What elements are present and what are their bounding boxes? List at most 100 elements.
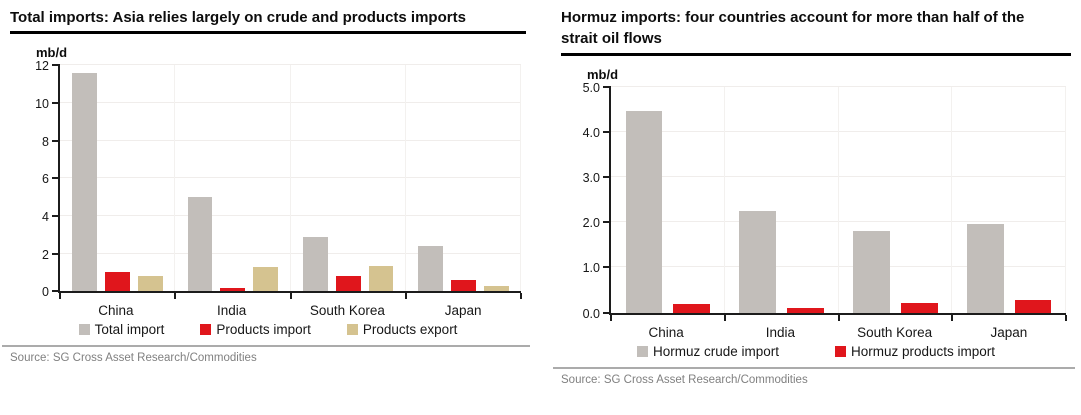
x-axis-tick <box>404 293 407 300</box>
gridline <box>611 266 1066 268</box>
y-axis-tick <box>603 176 611 178</box>
y-axis-tick <box>603 311 611 314</box>
x-axis-tick <box>1065 314 1067 321</box>
plot-area: 0.0 1.0 2.0 3.0 4.0 5.0 <box>583 81 1067 321</box>
y-axis-tick <box>603 221 611 224</box>
legend-item: Products import <box>200 322 311 337</box>
y-tick-label: 0.0 <box>582 306 600 321</box>
bar-chart: 0 2 4 6 8 10 12 China India South Korea Japan Tot… <box>10 59 526 338</box>
y-tick-label: 4 <box>42 209 49 224</box>
y-tick-label: 2.0 <box>582 216 600 231</box>
bar <box>966 224 1004 313</box>
bar <box>253 266 279 292</box>
x-category-label: China <box>98 303 134 319</box>
gridline <box>60 252 521 254</box>
x-axis-tick <box>837 314 840 321</box>
gridline <box>60 64 521 66</box>
x-category-label: South Korea <box>857 324 933 340</box>
y-axis-tick <box>52 64 60 67</box>
bar <box>187 197 213 292</box>
x-category-label: Japan <box>444 303 482 319</box>
y-axis-tick <box>52 139 60 142</box>
x-category-label: China <box>648 324 684 340</box>
gridline-vertical <box>1065 86 1066 313</box>
x-axis-tick <box>610 314 612 321</box>
y-tick-label: 2 <box>42 247 49 262</box>
bar <box>302 236 328 292</box>
legend-item: Products export <box>346 322 458 338</box>
x-axis-tick <box>59 293 61 300</box>
bar <box>335 276 361 292</box>
legend-swatch <box>346 324 358 336</box>
bar <box>739 210 777 313</box>
source-block: Source: SG Cross Asset Research/Commodit… <box>2 345 530 364</box>
bar <box>1014 300 1052 313</box>
source-note: Source: SG Cross Asset Research/Commodit… <box>10 352 257 365</box>
x-axis-tick <box>520 293 522 300</box>
x-category-label: South Korea <box>309 303 385 319</box>
y-tick-label: 4.0 <box>582 125 600 140</box>
legend-swatch <box>636 345 648 357</box>
y-axis-unit-label: mb/d <box>587 66 619 82</box>
y-tick-label: 10 <box>35 96 49 111</box>
bar <box>787 308 824 313</box>
x-axis-labels: China India South Korea Japan <box>58 303 521 318</box>
bar <box>625 111 663 313</box>
legend-item: Total import <box>78 322 165 338</box>
bar <box>483 285 509 292</box>
y-axis-tick <box>52 177 60 180</box>
legend-item: Hormuz crude import <box>636 343 779 359</box>
y-axis-tick <box>603 85 611 88</box>
x-category-label: Japan <box>990 324 1028 340</box>
y-axis-tick <box>603 130 611 133</box>
gridline-vertical <box>837 86 839 313</box>
y-tick-label: 6 <box>42 172 49 187</box>
y-tick-label: 0 <box>42 285 49 300</box>
x-category-label: India <box>765 324 796 340</box>
legend-item: Hormuz products import <box>835 344 995 359</box>
legend-label: Products export <box>362 322 458 338</box>
x-axis-labels: China India South Korea Japan <box>609 325 1066 340</box>
y-axis-tick <box>52 252 60 255</box>
x-axis-tick <box>289 293 292 300</box>
x-axis-tick <box>951 314 954 321</box>
x-category-label: India <box>216 303 247 319</box>
y-axis-tick <box>603 266 611 269</box>
gridline <box>611 130 1066 132</box>
y-tick-label: 5.0 <box>582 80 600 95</box>
gridline-vertical <box>520 65 521 292</box>
chart-title: Hormuz imports: four countries account f… <box>561 9 1025 48</box>
x-axis-tick <box>174 293 177 300</box>
source-note: Source: SG Cross Asset Research/Commodit… <box>561 373 808 386</box>
bar <box>138 276 163 292</box>
bar <box>220 287 246 292</box>
y-axis-tick <box>52 290 60 293</box>
gridline <box>60 177 521 179</box>
legend-swatch <box>78 324 90 336</box>
legend-swatch <box>200 324 212 336</box>
gridline <box>611 221 1066 223</box>
x-axis-tick <box>723 314 726 321</box>
legend-label: Hormuz crude import <box>652 343 779 359</box>
y-axis-tick <box>52 101 60 104</box>
gridline <box>60 214 521 216</box>
gridline-vertical <box>174 65 176 292</box>
bar <box>900 302 938 313</box>
gridline-vertical <box>404 65 406 292</box>
chart-title: Total imports: Asia relies largely on cr… <box>10 9 466 26</box>
bar <box>450 280 476 292</box>
title-rule <box>10 31 526 35</box>
gridline-vertical <box>289 65 291 292</box>
bar <box>418 246 443 292</box>
gridline-vertical <box>951 86 953 313</box>
plot-area: 0 2 4 6 8 10 12 <box>35 59 522 300</box>
y-axis-tick <box>52 214 60 217</box>
y-tick-label: 1.0 <box>582 261 600 276</box>
title-rule <box>561 52 1071 56</box>
gridline <box>60 101 521 103</box>
legend-label: Total import <box>94 322 165 338</box>
bar <box>853 231 890 313</box>
legend-label: Products import <box>216 322 311 338</box>
bar <box>673 303 711 313</box>
y-axis-unit-label: mb/d <box>36 45 68 61</box>
